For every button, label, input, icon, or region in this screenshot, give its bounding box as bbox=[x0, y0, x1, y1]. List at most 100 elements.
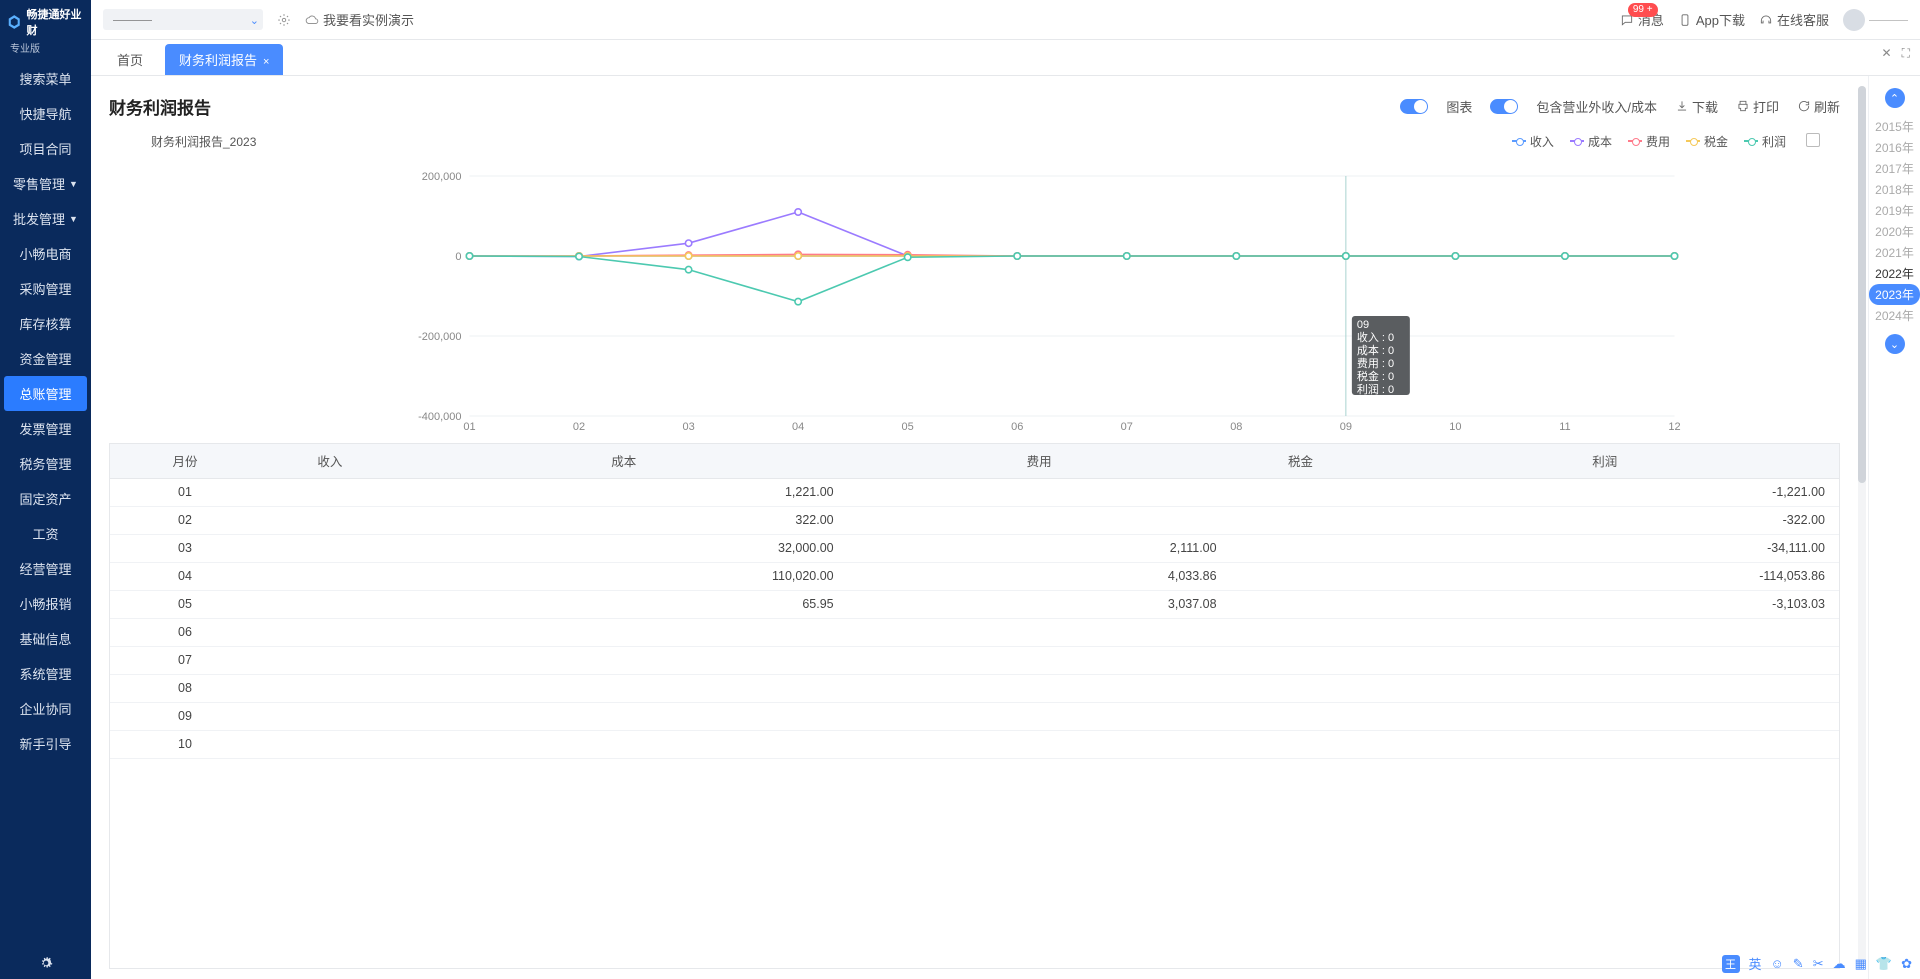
year-option[interactable]: 2024年 bbox=[1869, 305, 1920, 326]
scrollbar[interactable] bbox=[1858, 86, 1866, 969]
toggle-extra[interactable] bbox=[1490, 99, 1518, 114]
sidebar-item[interactable]: 快捷导航 bbox=[0, 96, 91, 131]
table-row: 07 bbox=[110, 646, 1839, 674]
print-button[interactable]: 打印 bbox=[1736, 97, 1779, 116]
sidebar-item[interactable]: 采购管理 bbox=[0, 271, 91, 306]
svg-text:10: 10 bbox=[1449, 421, 1461, 431]
demo-button[interactable]: 我要看实例演示 bbox=[305, 10, 414, 29]
refresh-icon bbox=[1797, 99, 1811, 113]
refresh-button[interactable]: 刷新 bbox=[1797, 97, 1840, 116]
scroll-up-icon[interactable]: ⌃ bbox=[1885, 88, 1905, 108]
sidebar-item[interactable]: 总账管理 bbox=[4, 376, 87, 411]
table-row: 0565.953,037.08-3,103.03 bbox=[110, 590, 1839, 618]
ime-lang[interactable]: 英 bbox=[1749, 954, 1762, 973]
ime-e-icon[interactable]: ▦ bbox=[1855, 956, 1867, 972]
tab-home[interactable]: 首页 bbox=[103, 44, 157, 75]
user-menu[interactable]: ——— bbox=[1843, 9, 1908, 31]
chevron-down-icon: ▼ bbox=[69, 214, 78, 224]
svg-text:11: 11 bbox=[1559, 421, 1570, 431]
sidebar-item[interactable]: 经营管理 bbox=[0, 551, 91, 586]
legend-item[interactable]: 成本 bbox=[1570, 133, 1612, 150]
download-icon bbox=[1675, 99, 1689, 113]
cloud-icon bbox=[305, 13, 319, 27]
sidebar-item[interactable]: 资金管理 bbox=[0, 341, 91, 376]
save-chart-icon[interactable] bbox=[1806, 133, 1820, 147]
ime-g-icon[interactable]: ✿ bbox=[1901, 956, 1912, 972]
sidebar-item[interactable]: 批发管理▼ bbox=[0, 201, 91, 236]
table-row: 04110,020.004,033.86-114,053.86 bbox=[110, 562, 1839, 590]
year-option[interactable]: 2016年 bbox=[1869, 137, 1920, 158]
year-option[interactable]: 2021年 bbox=[1869, 242, 1920, 263]
svg-text:12: 12 bbox=[1668, 421, 1680, 431]
legend-swatch bbox=[1686, 137, 1700, 145]
col-header: 税金 bbox=[1231, 444, 1371, 478]
year-option[interactable]: 2022年 bbox=[1869, 263, 1920, 284]
messages-button[interactable]: 99 + 消息 bbox=[1620, 10, 1664, 29]
svg-text:-400,000: -400,000 bbox=[418, 411, 461, 423]
badge: 99 + bbox=[1628, 3, 1658, 17]
legend-item[interactable]: 利润 bbox=[1744, 133, 1786, 150]
table-row: 02322.00-322.00 bbox=[110, 506, 1839, 534]
chart-title: 财务利润报告_2023 bbox=[109, 133, 256, 150]
sidebar-item[interactable]: 基础信息 bbox=[0, 621, 91, 656]
sidebar-item[interactable]: 发票管理 bbox=[0, 411, 91, 446]
year-option[interactable]: 2020年 bbox=[1869, 221, 1920, 242]
scroll-down-icon[interactable]: ⌄ bbox=[1885, 334, 1905, 354]
svg-text:04: 04 bbox=[792, 421, 804, 431]
headset-icon bbox=[1759, 13, 1773, 27]
sidebar-item[interactable]: 小畅电商 bbox=[0, 236, 91, 271]
svg-text:利润 : 0: 利润 : 0 bbox=[1357, 382, 1394, 396]
app-download-button[interactable]: App下载 bbox=[1678, 10, 1745, 29]
ime-d-icon[interactable]: ☁ bbox=[1833, 956, 1846, 972]
table-row: 0332,000.002,111.00-34,111.00 bbox=[110, 534, 1839, 562]
org-selector[interactable]: ———⌄ bbox=[103, 9, 263, 30]
year-option[interactable]: 2015年 bbox=[1869, 116, 1920, 137]
close-all-icon[interactable]: ✕ bbox=[1882, 46, 1892, 61]
table-row: 06 bbox=[110, 618, 1839, 646]
year-option[interactable]: 2018年 bbox=[1869, 179, 1920, 200]
sidebar-item[interactable]: 系统管理 bbox=[0, 656, 91, 691]
tab-report[interactable]: 财务利润报告× bbox=[165, 44, 283, 75]
sidebar-item[interactable]: 工资 bbox=[0, 516, 91, 551]
year-option[interactable]: 2023年 bbox=[1869, 284, 1920, 305]
ime-a-icon[interactable]: ☺ bbox=[1771, 956, 1784, 971]
svg-text:03: 03 bbox=[682, 421, 694, 431]
legend-item[interactable]: 税金 bbox=[1686, 133, 1728, 150]
legend: 收入成本费用税金利润 bbox=[1512, 133, 1840, 150]
brand-name: 畅捷通好业财 bbox=[27, 6, 88, 38]
phone-icon bbox=[1678, 13, 1692, 27]
chart[interactable]: 200,0000-200,000-400,0000102030405060708… bbox=[109, 156, 1840, 431]
chevron-down-icon: ▼ bbox=[69, 179, 78, 189]
toggle-chart[interactable] bbox=[1400, 99, 1428, 114]
ime-c-icon[interactable]: ✂ bbox=[1813, 956, 1824, 972]
gear-icon[interactable] bbox=[277, 13, 291, 27]
sidebar-item[interactable]: 搜索菜单 bbox=[0, 61, 91, 96]
ime-engine-icon[interactable]: 王 bbox=[1722, 955, 1740, 973]
sidebar-item[interactable]: 新手引导 bbox=[0, 726, 91, 761]
sidebar-item[interactable]: 固定资产 bbox=[0, 481, 91, 516]
svg-text:05: 05 bbox=[902, 421, 914, 431]
table-row: 011,221.00-1,221.00 bbox=[110, 478, 1839, 506]
sidebar-item[interactable]: 小畅报销 bbox=[0, 586, 91, 621]
svg-text:成本 : 0: 成本 : 0 bbox=[1357, 343, 1394, 357]
legend-item[interactable]: 收入 bbox=[1512, 133, 1554, 150]
year-option[interactable]: 2017年 bbox=[1869, 158, 1920, 179]
svg-text:02: 02 bbox=[573, 421, 585, 431]
chevron-down-icon: ⌄ bbox=[250, 14, 259, 27]
ime-f-icon[interactable]: 👕 bbox=[1876, 956, 1892, 972]
sidebar-item[interactable]: 税务管理 bbox=[0, 446, 91, 481]
settings-icon[interactable] bbox=[0, 947, 91, 979]
ime-b-icon[interactable]: ✎ bbox=[1793, 956, 1804, 972]
sidebar-item[interactable]: 企业协同 bbox=[0, 691, 91, 726]
sidebar-item[interactable]: 零售管理▼ bbox=[0, 166, 91, 201]
close-icon[interactable]: × bbox=[263, 56, 269, 68]
sidebar-item[interactable]: 库存核算 bbox=[0, 306, 91, 341]
year-option[interactable]: 2019年 bbox=[1869, 200, 1920, 221]
table-row: 10 bbox=[110, 730, 1839, 758]
customer-service-button[interactable]: 在线客服 bbox=[1759, 10, 1829, 29]
download-button[interactable]: 下载 bbox=[1675, 97, 1718, 116]
fullscreen-icon[interactable]: ⛶ bbox=[1902, 46, 1910, 61]
sidebar-item[interactable]: 项目合同 bbox=[0, 131, 91, 166]
legend-item[interactable]: 费用 bbox=[1628, 133, 1670, 150]
col-header: 费用 bbox=[848, 444, 1231, 478]
